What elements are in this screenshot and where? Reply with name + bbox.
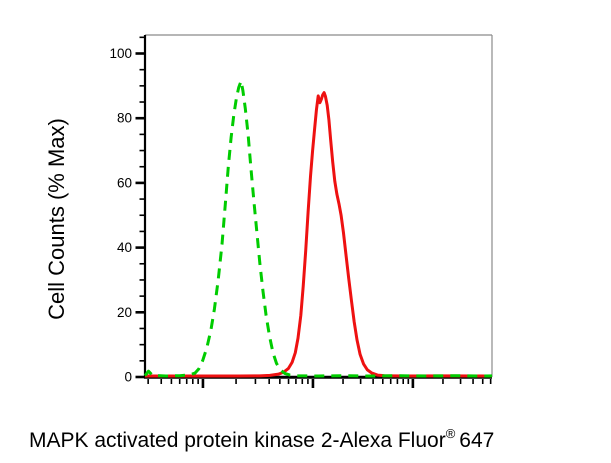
y-tick-label: 60 [117,175,132,190]
target-histogram-curve [145,91,493,378]
registered-trademark-icon: ® [445,426,456,441]
y-tick-label: 0 [124,370,132,385]
y-tick-label: 80 [117,111,132,126]
y-axis-label: Cell Counts (% Max) [44,118,69,320]
control-histogram-curve [143,79,493,378]
x-axis-label: MAPK activated protein kinase 2-Alexa Fl… [29,426,495,453]
y-tick-label: 20 [117,305,132,320]
y-tick-label: 40 [117,240,132,255]
x-axis-label-main: MAPK activated protein kinase 2-Alexa Fl… [29,429,446,452]
x-axis-label-suffix: 647 [459,429,495,452]
y-tick-label: 100 [109,46,132,61]
